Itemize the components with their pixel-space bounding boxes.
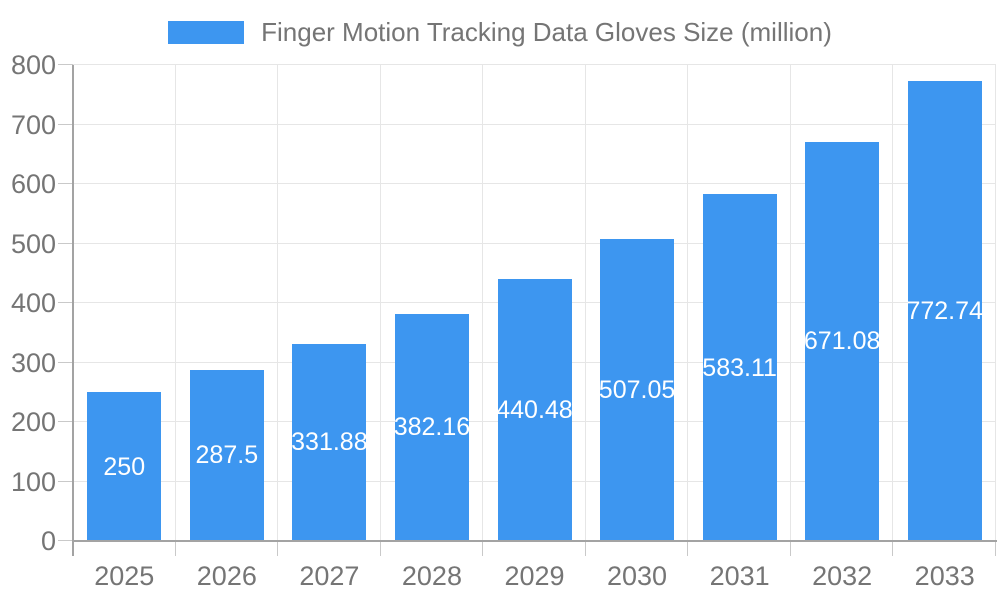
x-axis-line: [72, 540, 997, 542]
bar: [189, 369, 264, 541]
y-axis-tick: [58, 480, 73, 482]
horizontal-gridline: [73, 242, 996, 244]
y-axis-tick: [58, 421, 73, 422]
x-axis-tick: [584, 541, 586, 556]
bar: [394, 313, 469, 541]
y-tick-label: 800: [10, 50, 56, 80]
y-axis-tick: [58, 302, 73, 303]
horizontal-gridline: [73, 64, 996, 65]
y-tick-label: 100: [10, 466, 56, 497]
y-axis-tick: [58, 123, 73, 125]
bar-value-label: 507.05: [598, 376, 676, 405]
y-axis-tick: [58, 361, 73, 363]
y-tick-label: 300: [10, 347, 56, 378]
legend-swatch-icon: [168, 20, 245, 44]
x-tick-label: 2027: [299, 561, 360, 591]
bar: [600, 239, 675, 541]
x-tick-label: 2031: [709, 561, 770, 591]
y-tick-label: 400: [10, 288, 56, 318]
vertical-gridline: [584, 65, 586, 541]
vertical-gridline: [174, 65, 176, 541]
vertical-gridline: [277, 65, 279, 541]
horizontal-gridline: [73, 183, 996, 184]
bar-value-label: 331.88: [291, 428, 368, 457]
y-tick-label: 0: [40, 526, 56, 556]
x-axis-tick: [995, 541, 996, 556]
y-axis-tick: [58, 183, 73, 184]
x-tick-label: 2032: [812, 561, 873, 591]
vertical-gridline: [482, 65, 484, 541]
x-axis-tick: [687, 541, 689, 556]
y-axis-line: [72, 65, 74, 556]
y-tick-label: 200: [10, 407, 56, 437]
x-tick-label: 2028: [401, 561, 462, 591]
bar-value-label: 583.11: [702, 353, 777, 382]
bar: [87, 392, 162, 541]
x-axis-tick: [892, 541, 894, 556]
bar: [702, 194, 777, 541]
x-axis-tick: [277, 541, 279, 556]
bar-value-label: 382.16: [393, 413, 471, 442]
vertical-gridline: [687, 65, 689, 541]
x-axis-tick: [789, 541, 791, 556]
y-axis-tick: [58, 242, 73, 244]
y-tick-label: 500: [10, 228, 56, 259]
x-tick-label: 2030: [607, 561, 668, 591]
bar: [805, 141, 880, 541]
x-axis-tick: [482, 541, 484, 556]
y-tick-label: 700: [10, 109, 56, 140]
x-tick-label: 2029: [504, 561, 565, 591]
bar-value-label: 671.08: [803, 327, 881, 356]
y-axis-tick: [58, 540, 73, 541]
bar: [907, 81, 982, 541]
bar-value-label: 772.74: [906, 297, 983, 326]
bar-value-label: 287.5: [195, 441, 259, 470]
y-axis-tick: [58, 64, 73, 65]
vertical-gridline: [995, 65, 996, 541]
x-tick-label: 2026: [196, 561, 257, 591]
legend-label: Finger Motion Tracking Data Gloves Size …: [261, 17, 832, 47]
x-tick-label: 2025: [94, 561, 155, 591]
legend-item[interactable]: Finger Motion Tracking Data Gloves Size …: [0, 16, 1000, 48]
vertical-gridline: [892, 65, 894, 541]
bar: [292, 343, 367, 541]
x-tick-label: 2033: [914, 561, 975, 591]
bar: [497, 278, 572, 541]
vertical-gridline: [789, 65, 791, 541]
vertical-gridline: [379, 65, 381, 541]
y-tick-label: 600: [10, 169, 56, 199]
bar-value-label: 250: [103, 452, 146, 481]
bar-value-label: 440.48: [496, 395, 573, 424]
x-axis-tick: [174, 541, 176, 556]
x-axis-tick: [379, 541, 381, 556]
horizontal-gridline: [73, 123, 996, 125]
